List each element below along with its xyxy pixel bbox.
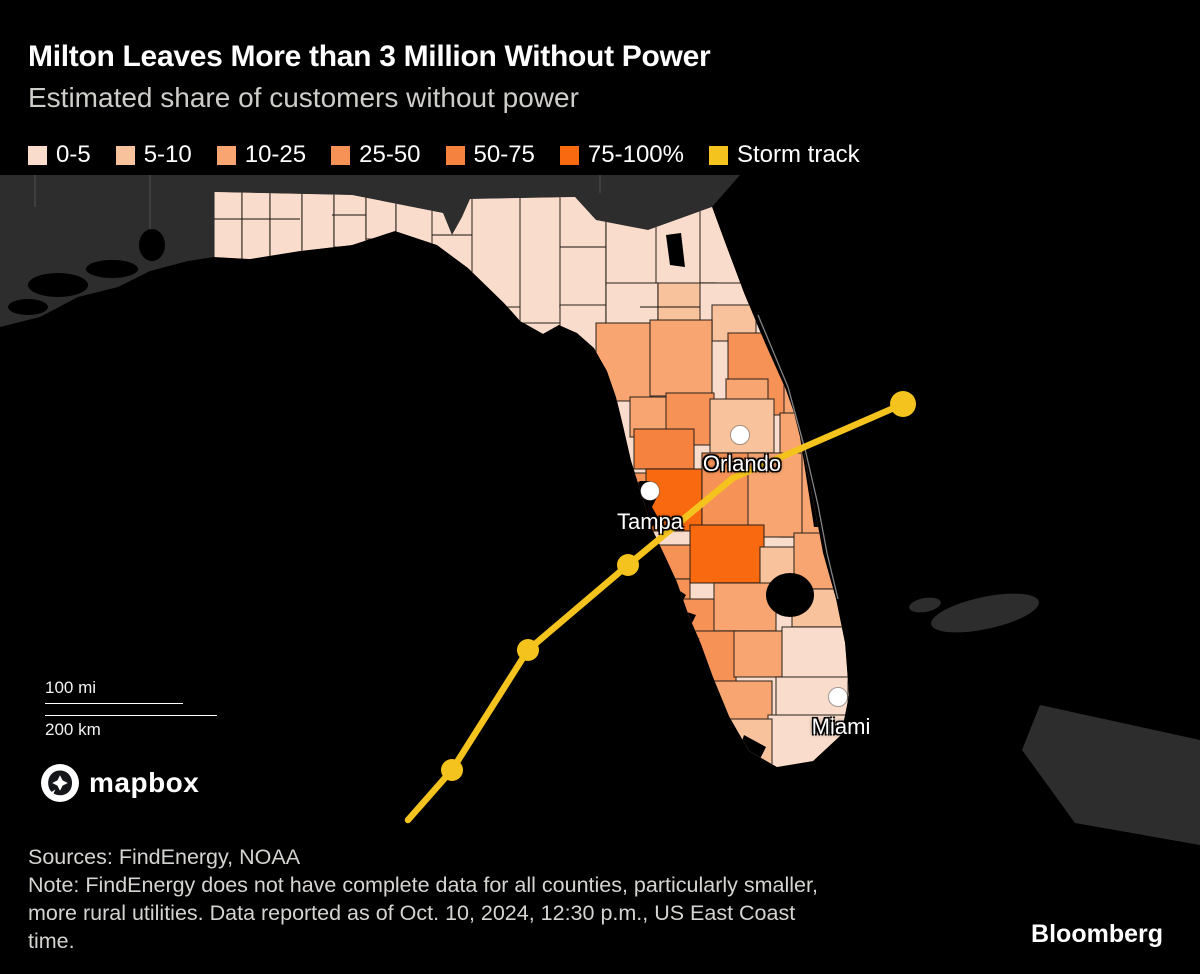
- storm-track-point: [517, 639, 539, 661]
- county-area: [301, 192, 335, 254]
- legend-swatch: [115, 145, 135, 165]
- page-title: Milton Leaves More than 3 Million Withou…: [28, 40, 711, 73]
- county-area: [214, 192, 243, 262]
- legend-label: 0-5: [56, 141, 91, 168]
- county-area: [241, 192, 271, 262]
- legend-label: 10-25: [244, 141, 307, 168]
- legend-swatch: [708, 145, 728, 165]
- scale-miles-label: 100 mi: [45, 678, 97, 697]
- county-area: [725, 378, 769, 402]
- storm-track-point: [617, 554, 639, 576]
- county-area: [333, 192, 367, 248]
- legend: 0-5 5-10 10-25 25-50 50-75 75-100% Storm track: [28, 141, 885, 169]
- city-marker-tampa: [640, 481, 660, 501]
- scale-km-line: [45, 715, 217, 716]
- county-area: [649, 319, 713, 397]
- county-area: [519, 192, 563, 324]
- bahamas-land: [931, 593, 1039, 633]
- out-of-state-land: [0, 175, 740, 327]
- county-area: [713, 582, 777, 632]
- scale-bar: 100 mi 200 km: [45, 678, 217, 740]
- mapbox-icon: [41, 764, 79, 802]
- legend-item-75-100-: 75-100%: [559, 141, 684, 169]
- legend-swatch: [216, 145, 236, 165]
- legend-swatch: [331, 145, 351, 165]
- legend-label: 50-75: [473, 141, 535, 168]
- legend-item-0-5: 0-5: [28, 141, 91, 169]
- county-area: [633, 428, 695, 470]
- sources-text: Sources: FindEnergy, NOAA: [28, 845, 301, 869]
- bahamas-land: [909, 597, 941, 613]
- legend-item-10-25: 10-25: [216, 141, 307, 169]
- legend-item-storm-track: Storm track: [708, 141, 860, 169]
- florida-choropleth-map: [0, 175, 1200, 845]
- county-area: [781, 626, 849, 680]
- county-area: [269, 192, 303, 258]
- mapbox-wordmark: mapbox: [89, 767, 200, 798]
- gulf-coast-bay: [139, 229, 165, 261]
- inland-water: [666, 233, 685, 267]
- atlantic-coast-line: [757, 314, 839, 600]
- county-area: [775, 676, 849, 718]
- gulf-coast-bay: [28, 273, 88, 297]
- legend-label: 75-100%: [587, 141, 684, 168]
- scale-km-label: 200 km: [45, 720, 101, 739]
- city-label-orlando: Orlando: [702, 451, 782, 476]
- storm-track-point: [890, 391, 916, 417]
- gulf-coast-bay: [78, 299, 106, 311]
- gulf-coast-bay: [86, 260, 138, 278]
- map-canvas: Orlando Tampa Miami 100 mi 200 km mapbox: [0, 175, 1200, 845]
- scale-miles-line: [45, 703, 183, 704]
- city-label-tampa: Tampa: [616, 509, 684, 534]
- bloomberg-logo: Bloomberg: [1031, 920, 1163, 948]
- legend-item-25-50: 25-50: [331, 141, 421, 169]
- city-marker-orlando: [730, 425, 750, 445]
- legend-label: 25-50: [359, 141, 421, 168]
- lake-okeechobee: [766, 573, 814, 617]
- legend-label: 5-10: [143, 141, 192, 168]
- footer: Sources: FindEnergy, NOAA Note: FindEner…: [28, 843, 978, 955]
- bahamas-land: [1022, 705, 1200, 845]
- legend-swatch: [559, 145, 579, 165]
- legend-label: Storm track: [736, 141, 860, 168]
- legend-item-5-10: 5-10: [115, 141, 192, 169]
- legend-swatch: [445, 145, 465, 165]
- mapbox-attribution[interactable]: mapbox: [40, 763, 199, 803]
- storm-track-line: [404, 400, 907, 824]
- city-label-miami: Miami: [811, 714, 871, 739]
- legend-item-50-75: 50-75: [445, 141, 535, 169]
- legend-swatch: [28, 145, 47, 165]
- county-borders: [214, 214, 700, 308]
- city-marker-miami: [828, 687, 848, 707]
- page-subtitle: Estimated share of customers without pow…: [28, 82, 579, 113]
- county-area: [689, 524, 765, 584]
- note-text: Note: FindEnergy does not have complete …: [28, 873, 818, 953]
- gulf-coast-bay: [8, 299, 48, 315]
- storm-track-point: [441, 759, 463, 781]
